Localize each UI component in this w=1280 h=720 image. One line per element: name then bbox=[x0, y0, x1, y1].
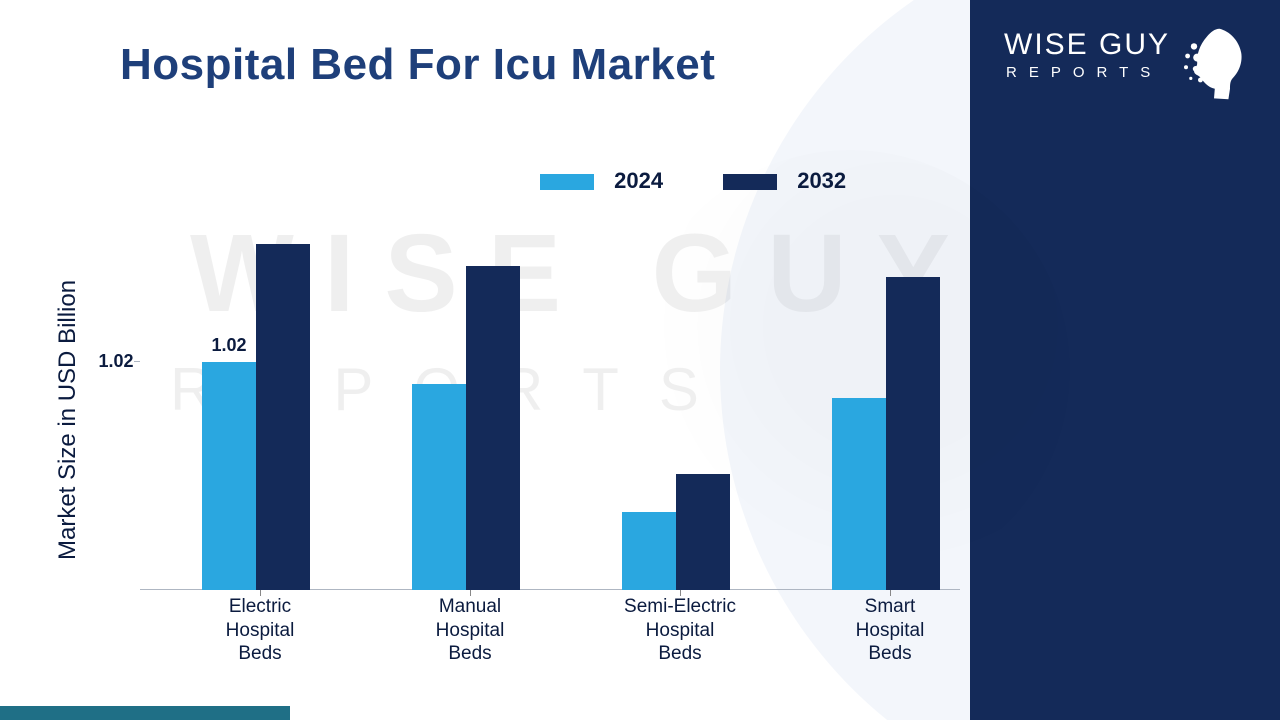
bar-2024 bbox=[832, 398, 886, 590]
bar-2032 bbox=[466, 266, 520, 590]
legend-swatch-2024 bbox=[540, 174, 594, 190]
category-label: ManualHospitalBeds bbox=[390, 595, 550, 666]
legend: 2024 2032 bbox=[540, 168, 846, 194]
category-label: SmartHospitalBeds bbox=[810, 595, 970, 666]
bar-2032 bbox=[256, 244, 310, 590]
bar-2024 bbox=[412, 384, 466, 590]
category-label: Semi-ElectricHospitalBeds bbox=[600, 595, 760, 666]
bar-2032 bbox=[886, 277, 940, 590]
y-axis-label: Market Size in USD Billion bbox=[54, 280, 82, 560]
legend-item-2032: 2032 bbox=[723, 168, 846, 194]
bar-value-label: 1.02 bbox=[211, 335, 246, 356]
category-label: ElectricHospitalBeds bbox=[180, 595, 340, 666]
legend-label-2024: 2024 bbox=[614, 168, 663, 193]
bar-2024 bbox=[622, 512, 676, 590]
legend-label-2032: 2032 bbox=[797, 168, 846, 193]
plot-area: 1.02 ElectricHospitalBedsManualHospitalB… bbox=[140, 210, 960, 590]
bar-2032 bbox=[676, 474, 730, 590]
y-tick bbox=[134, 361, 140, 362]
legend-swatch-2032 bbox=[723, 174, 777, 190]
bar-2024 bbox=[202, 362, 256, 590]
brand-logo: WISE GUY REPORTS bbox=[1004, 28, 1244, 124]
chart-title: Hospital Bed For Icu Market bbox=[120, 40, 715, 90]
brand-head-icon bbox=[1170, 24, 1250, 104]
y-tick-label: 1.02 bbox=[98, 351, 133, 372]
bottom-accent-strip bbox=[0, 706, 290, 720]
chart-canvas: WISE GUY REPORTS Hospital Bed For Icu Ma… bbox=[0, 0, 1280, 720]
legend-item-2024: 2024 bbox=[540, 168, 663, 194]
